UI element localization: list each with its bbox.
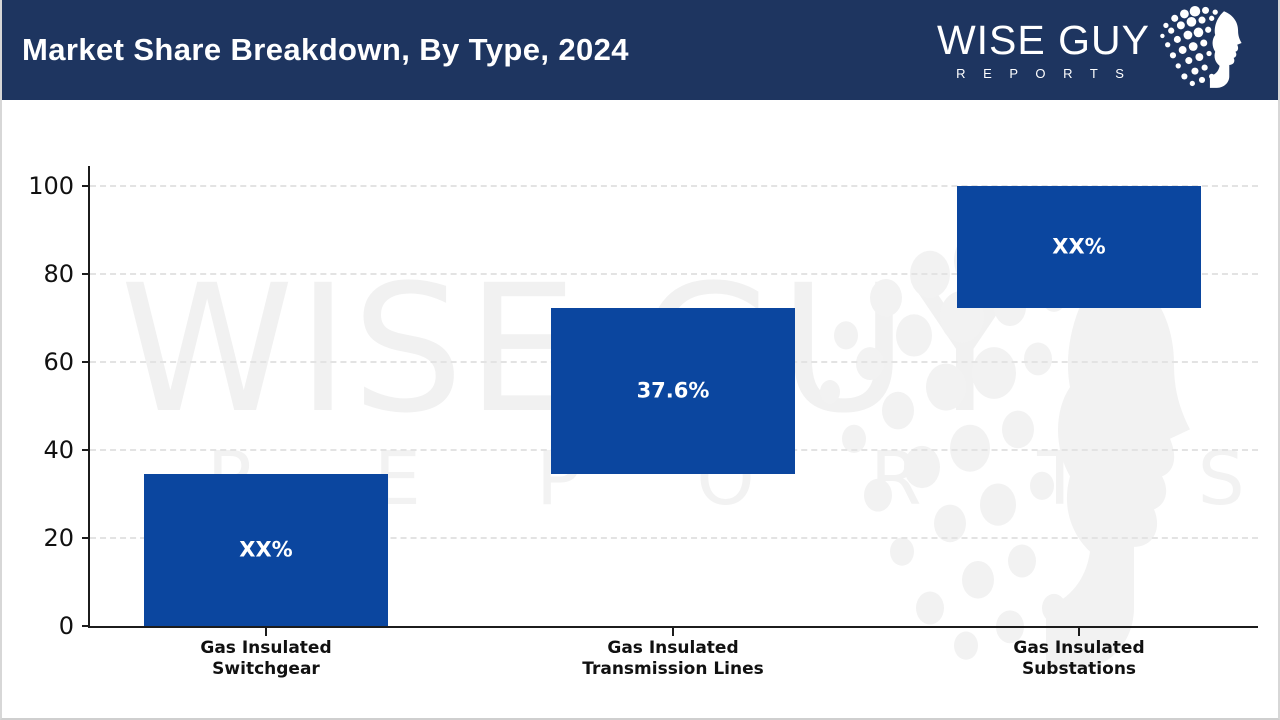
y-axis-line — [88, 166, 90, 628]
bar-value-label: XX% — [1052, 234, 1106, 259]
waterfall-chart: 0 20 40 60 80 100 XX% Gas Insulated Switchgear 37… — [2, 100, 1278, 718]
y-tick-label: 100 — [28, 172, 74, 200]
logo-face-icon — [1160, 6, 1242, 88]
y-tick-label: 40 — [43, 436, 74, 464]
logo-subtext: R E P O R T S — [956, 66, 1131, 81]
bar-segment — [551, 308, 795, 474]
gridline-20 — [90, 537, 1258, 539]
y-tick-mark — [82, 449, 90, 451]
x-tick-mark — [1078, 628, 1080, 636]
bar-value-label: XX% — [239, 537, 293, 562]
x-category-line1: Gas Insulated — [200, 638, 332, 658]
x-axis-line — [88, 626, 1258, 628]
x-category-line1: Gas Insulated — [607, 638, 739, 658]
gridline-80 — [90, 273, 1258, 275]
bar-value-label: 37.6% — [636, 378, 710, 403]
x-category-label: Gas Insulated Switchgear — [200, 638, 331, 680]
logo-wordmark: WISE GUY — [936, 17, 1150, 63]
x-category-line1: Gas Insulated — [1013, 638, 1145, 658]
header-bar: Market Share Breakdown, By Type, 2024 WI… — [2, 0, 1278, 100]
x-category-line2: Switchgear — [212, 659, 320, 679]
y-tick-label: 80 — [43, 260, 74, 288]
x-tick-mark — [265, 628, 267, 636]
y-tick-mark — [82, 361, 90, 363]
x-category-label: Gas Insulated Substations — [1013, 638, 1144, 680]
y-tick-label: 0 — [58, 612, 74, 640]
bar-segment — [144, 473, 388, 626]
y-tick-mark — [82, 537, 90, 539]
y-tick-mark — [82, 273, 90, 275]
logo-text: WISE GUY R E P O R T S — [936, 17, 1150, 81]
y-tick-label: 20 — [43, 524, 74, 552]
x-tick-mark — [672, 628, 674, 636]
y-tick-mark — [82, 185, 90, 187]
y-tick-label: 60 — [43, 348, 74, 376]
page-title: Market Share Breakdown, By Type, 2024 — [22, 32, 629, 67]
bar-segment — [957, 186, 1201, 309]
x-category-line2: Substations — [1021, 659, 1137, 679]
y-tick-mark — [82, 625, 90, 627]
wise-guy-logo: WISE GUY R E P O R T S — [937, 6, 1252, 94]
x-category-line2: Transmission Lines — [582, 659, 764, 679]
gridline-100 — [90, 185, 1258, 187]
x-category-label: Gas Insulated Transmission Lines — [582, 638, 764, 680]
